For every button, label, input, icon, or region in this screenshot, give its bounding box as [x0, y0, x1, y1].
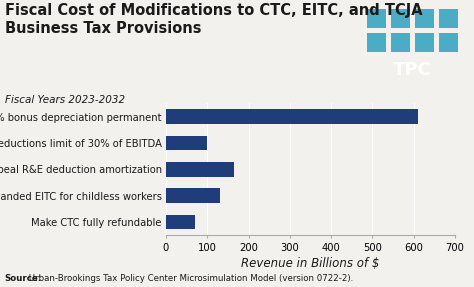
Text: Fiscal Cost of Modifications to CTC, EITC, and TCJA
Business Tax Provisions: Fiscal Cost of Modifications to CTC, EIT… — [5, 3, 422, 36]
Bar — [166, 162, 234, 177]
Bar — [166, 109, 418, 124]
Bar — [415, 9, 434, 28]
Bar — [391, 33, 410, 52]
Bar — [439, 33, 458, 52]
Text: Fiscal Years 2023-2032: Fiscal Years 2023-2032 — [5, 95, 125, 105]
X-axis label: Revenue in Billions of $: Revenue in Billions of $ — [241, 257, 380, 270]
Bar — [439, 9, 458, 28]
Bar — [367, 9, 386, 28]
Bar — [166, 189, 219, 203]
Bar — [166, 136, 207, 150]
Text: Source:: Source: — [5, 274, 42, 283]
Text: TPC: TPC — [393, 61, 432, 79]
Bar — [415, 33, 434, 52]
Text: Urban-Brookings Tax Policy Center Microsimulation Model (version 0722-2).: Urban-Brookings Tax Policy Center Micros… — [26, 274, 353, 283]
Bar — [166, 215, 195, 229]
Bar — [367, 33, 386, 52]
Bar — [391, 9, 410, 28]
